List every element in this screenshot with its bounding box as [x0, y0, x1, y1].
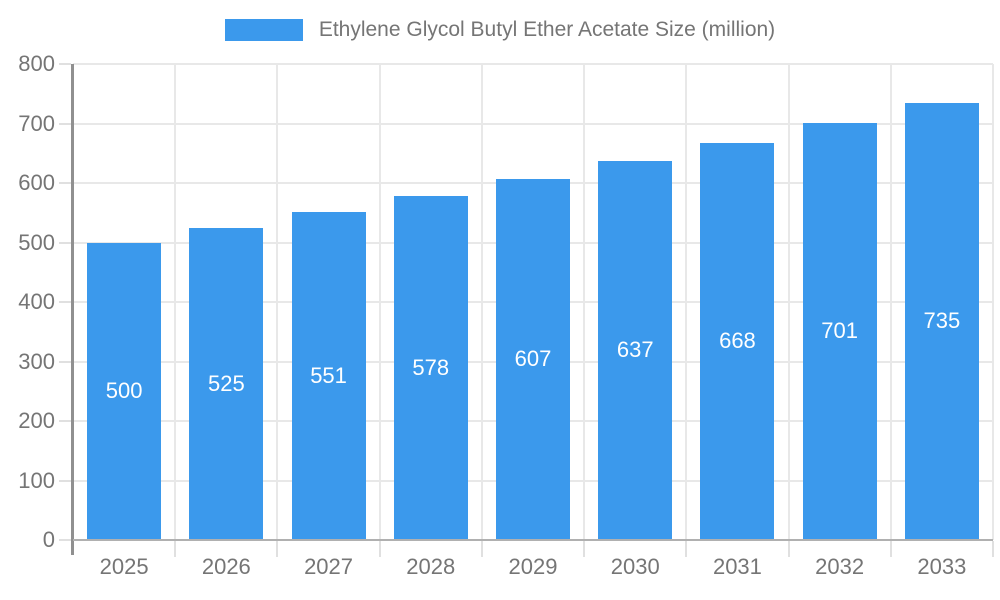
y-axis-tick-label: 800	[18, 51, 55, 76]
bar	[904, 102, 979, 540]
x-gridline	[378, 64, 381, 540]
x-gridline	[480, 64, 483, 540]
y-axis-tick-label: 200	[18, 408, 55, 433]
x-axis-tick-label: 2033	[917, 554, 967, 579]
x-gridline	[889, 64, 892, 540]
legend-item[interactable]: Ethylene Glycol Butyl Ether Acetate Size…	[0, 18, 1000, 42]
x-gridline	[787, 64, 790, 540]
x-gridline	[992, 64, 994, 540]
x-axis-tick-label: 2029	[508, 554, 558, 579]
bar-value-label: 551	[310, 363, 347, 389]
x-axis-tick-label: 2027	[304, 554, 354, 579]
x-axis-tick-label: 2028	[406, 554, 456, 579]
x-axis-tick-label: 2030	[610, 554, 660, 579]
x-axis-tick	[583, 541, 586, 557]
x-axis-tick-label: 2032	[815, 554, 865, 579]
y-axis-tick	[59, 122, 71, 125]
y-axis-tick	[59, 539, 71, 541]
bar	[802, 122, 877, 540]
legend-label: Ethylene Glycol Butyl Ether Acetate Size…	[318, 18, 776, 41]
y-axis-line	[71, 64, 74, 555]
bar	[87, 242, 162, 540]
bar-value-label: 525	[207, 370, 245, 396]
y-gridline	[73, 122, 993, 125]
bar	[496, 178, 570, 540]
x-axis-tick	[889, 541, 892, 557]
x-gridline	[583, 64, 586, 540]
bar	[189, 227, 264, 540]
bar-value-label: 578	[412, 355, 450, 381]
x-axis-tick	[685, 541, 688, 557]
x-axis-tick	[480, 541, 483, 557]
bar-value-label: 701	[821, 318, 859, 344]
y-axis-tick	[59, 182, 71, 184]
bar-value-label: 668	[719, 328, 756, 354]
x-axis-tick-label: 2026	[201, 554, 251, 579]
y-axis-tick-label: 500	[18, 229, 55, 255]
y-axis-tick-label: 100	[18, 467, 55, 493]
y-axis-tick	[59, 241, 71, 244]
bar-value-label: 500	[105, 378, 143, 404]
y-axis-tick	[59, 301, 71, 303]
y-axis-tick-label: 600	[18, 170, 55, 195]
x-axis-tick-label: 2031	[712, 554, 762, 579]
x-axis-tick	[787, 541, 790, 557]
y-axis-tick	[59, 63, 71, 65]
y-axis-tick-label: 0	[42, 527, 55, 552]
y-axis-tick	[59, 360, 71, 363]
bar-value-label: 607	[514, 346, 552, 372]
x-axis-tick	[992, 541, 994, 557]
x-axis-tick	[174, 541, 177, 557]
bar-value-label: 735	[923, 308, 961, 334]
y-axis-tick	[59, 420, 71, 422]
x-axis-tick	[276, 541, 279, 557]
y-axis-tick-label: 400	[18, 289, 55, 314]
bar	[393, 196, 468, 540]
x-axis-tick-label: 2025	[99, 554, 149, 579]
bar-value-label: 637	[616, 337, 654, 363]
legend-swatch-icon	[224, 19, 303, 41]
bar	[291, 212, 366, 540]
y-axis-tick-label: 700	[18, 110, 55, 136]
y-axis-tick	[59, 479, 71, 482]
x-axis-line	[73, 539, 993, 541]
x-gridline	[276, 64, 279, 540]
x-gridline	[685, 64, 688, 540]
x-gridline	[174, 64, 177, 540]
y-gridline	[73, 63, 993, 65]
x-axis-tick	[378, 541, 381, 557]
bar	[700, 142, 775, 540]
bar	[598, 160, 673, 540]
y-axis-tick-label: 300	[18, 348, 55, 374]
